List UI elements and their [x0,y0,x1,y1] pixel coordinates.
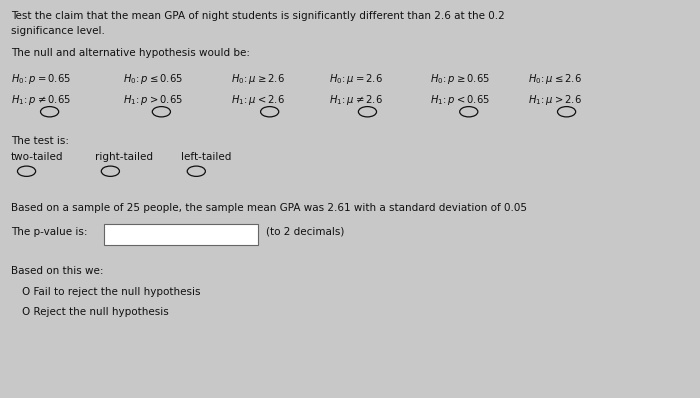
Text: $H_0\!:\mu \geq 2.6$: $H_0\!:\mu \geq 2.6$ [231,72,285,86]
Text: O Reject the null hypothesis: O Reject the null hypothesis [22,307,169,317]
Text: two-tailed: two-tailed [11,152,64,162]
Text: $H_0\!:p \geq 0.65$: $H_0\!:p \geq 0.65$ [430,72,490,86]
Text: (to 2 decimals): (to 2 decimals) [266,227,344,237]
Text: $H_1\!:\mu < 2.6$: $H_1\!:\mu < 2.6$ [231,93,285,107]
Text: left-tailed: left-tailed [181,152,231,162]
Text: The p-value is:: The p-value is: [11,227,88,237]
Text: $H_0\!:p \leq 0.65$: $H_0\!:p \leq 0.65$ [123,72,183,86]
Text: right-tailed: right-tailed [95,152,153,162]
Text: O Fail to reject the null hypothesis: O Fail to reject the null hypothesis [22,287,200,297]
Text: Based on this we:: Based on this we: [11,266,104,277]
Text: Based on a sample of 25 people, the sample mean GPA was 2.61 with a standard dev: Based on a sample of 25 people, the samp… [11,203,527,213]
Text: The null and alternative hypothesis would be:: The null and alternative hypothesis woul… [11,48,250,58]
Text: $H_1\!:\mu > 2.6$: $H_1\!:\mu > 2.6$ [528,93,582,107]
Text: $H_1\!:\mu \neq 2.6$: $H_1\!:\mu \neq 2.6$ [329,93,383,107]
Text: $H_1\!:p < 0.65$: $H_1\!:p < 0.65$ [430,93,490,107]
Text: $H_0\!:p = 0.65$: $H_0\!:p = 0.65$ [11,72,71,86]
Text: The test is:: The test is: [11,136,69,146]
FancyBboxPatch shape [104,224,258,245]
Text: $H_1\!:p \neq 0.65$: $H_1\!:p \neq 0.65$ [11,93,71,107]
Text: significance level.: significance level. [11,27,105,37]
Text: $H_0\!:\mu = 2.6$: $H_0\!:\mu = 2.6$ [329,72,383,86]
Text: $H_0\!:\mu \leq 2.6$: $H_0\!:\mu \leq 2.6$ [528,72,582,86]
Text: $H_1\!:p > 0.65$: $H_1\!:p > 0.65$ [123,93,183,107]
Text: Test the claim that the mean GPA of night students is significantly different th: Test the claim that the mean GPA of nigh… [11,11,505,21]
